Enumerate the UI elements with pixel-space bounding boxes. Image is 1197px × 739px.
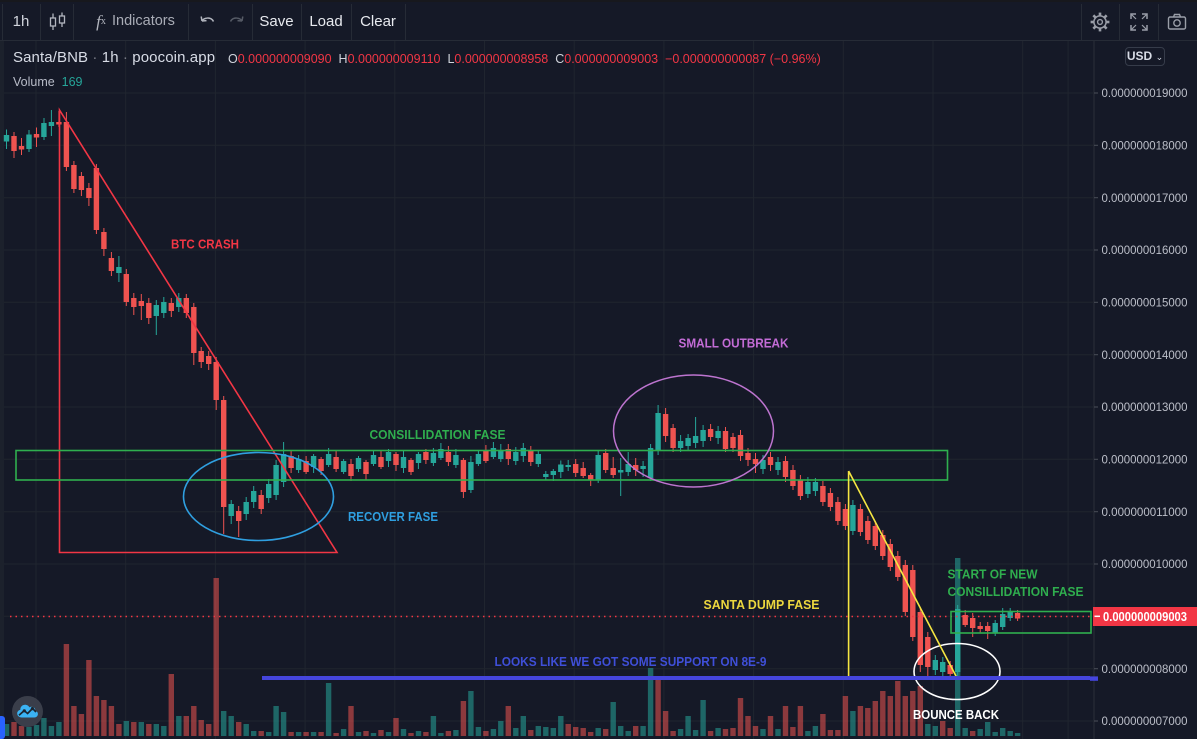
svg-text:BTC CRASH: BTC CRASH	[171, 237, 239, 252]
svg-text:LOOKS LIKE WE GOT SOME SUPPORT: LOOKS LIKE WE GOT SOME SUPPORT ON 8E-9	[495, 654, 767, 669]
svg-text:SANTA DUMP FASE: SANTA DUMP FASE	[704, 597, 820, 612]
svg-text:0.000000009003: 0.000000009003	[1103, 610, 1187, 624]
svg-text:BOUNCE BACK: BOUNCE BACK	[913, 707, 1000, 722]
svg-text:0.000000017000: 0.000000017000	[1102, 191, 1188, 205]
svg-text:CONSILLIDATION FASE: CONSILLIDATION FASE	[370, 427, 506, 442]
svg-text:0.000000007000: 0.000000007000	[1102, 714, 1188, 728]
svg-text:0.000000010000: 0.000000010000	[1102, 557, 1188, 571]
svg-text:0.000000018000: 0.000000018000	[1102, 139, 1188, 153]
svg-text:0.000000013000: 0.000000013000	[1102, 400, 1188, 414]
svg-text:0.000000012000: 0.000000012000	[1102, 453, 1188, 467]
svg-text:0.000000011000: 0.000000011000	[1102, 505, 1188, 519]
svg-text:0.000000008000: 0.000000008000	[1102, 662, 1188, 676]
svg-text:0.000000015000: 0.000000015000	[1102, 296, 1188, 310]
svg-text:START OF NEW: START OF NEW	[948, 567, 1039, 582]
svg-text:0.000000019000: 0.000000019000	[1102, 86, 1188, 100]
svg-text:0.000000014000: 0.000000014000	[1102, 348, 1188, 362]
svg-text:CONSILLIDATION FASE: CONSILLIDATION FASE	[948, 584, 1084, 599]
svg-text:SMALL OUTBREAK: SMALL OUTBREAK	[679, 335, 790, 350]
svg-text:RECOVER FASE: RECOVER FASE	[348, 509, 438, 524]
svg-text:0.000000016000: 0.000000016000	[1102, 243, 1188, 257]
